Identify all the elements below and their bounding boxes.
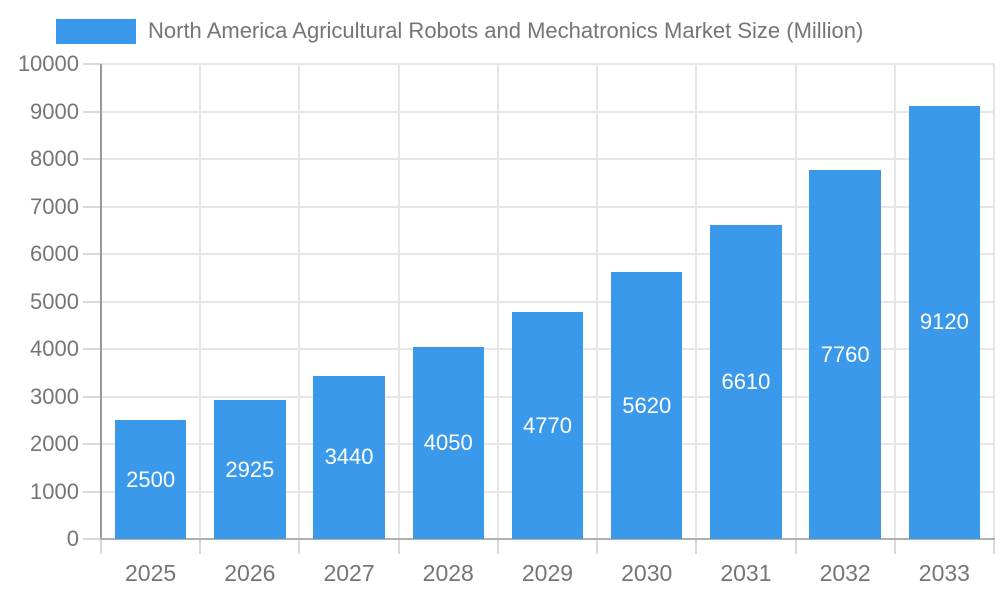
x-axis-tick-label: 2027 — [323, 560, 375, 586]
x-axis-tick-label: 2026 — [224, 560, 276, 586]
bar-2031[interactable]: 6610 — [710, 225, 782, 539]
legend-swatch[interactable] — [56, 18, 136, 44]
bar-value-label: 6610 — [721, 369, 771, 395]
bar-2028[interactable]: 4050 — [412, 346, 484, 539]
y-axis-tick-label: 0 — [66, 526, 79, 551]
x-tick — [993, 539, 995, 554]
x-axis-tick-label: 2028 — [422, 560, 474, 586]
v-gridline — [397, 64, 400, 539]
y-axis-tick-label: 9000 — [30, 98, 79, 124]
y-tick — [83, 490, 101, 493]
bar-value-label: 3440 — [324, 444, 374, 470]
v-gridline — [596, 64, 599, 539]
v-gridline — [893, 64, 896, 539]
v-gridline — [794, 64, 797, 539]
x-axis-tick-label: 2032 — [819, 560, 871, 586]
y-axis-tick-label: 6000 — [30, 241, 79, 266]
v-gridline — [298, 64, 301, 539]
bar-value-label: 4050 — [423, 429, 473, 455]
x-tick — [199, 539, 202, 554]
bar-value-label: 7760 — [820, 341, 870, 367]
bar-2027[interactable]: 3440 — [313, 375, 385, 539]
y-tick — [83, 300, 101, 303]
y-axis-tick-label: 4000 — [30, 336, 79, 361]
h-gridline — [101, 158, 994, 160]
y-tick — [83, 538, 101, 540]
y-axis-tick-label: 10000 — [17, 51, 79, 76]
y-axis-tick-label: 5000 — [30, 288, 79, 314]
x-axis-line — [100, 538, 995, 540]
bar-value-label: 2500 — [126, 466, 176, 492]
y-tick — [83, 443, 101, 445]
y-tick — [83, 110, 101, 113]
y-axis-tick-label: 8000 — [30, 146, 79, 171]
x-tick — [893, 539, 896, 554]
v-gridline — [695, 64, 698, 539]
v-gridline — [993, 64, 995, 539]
h-gridline — [101, 205, 994, 208]
bar-value-label: 9120 — [919, 309, 969, 335]
x-tick — [100, 539, 102, 554]
y-tick — [83, 253, 101, 255]
y-tick — [83, 395, 101, 398]
bar-2032[interactable]: 7760 — [809, 170, 881, 539]
x-axis-tick-label: 2025 — [125, 560, 177, 586]
legend-label[interactable]: North America Agricultural Robots and Me… — [148, 18, 864, 43]
x-axis-tick-label: 2031 — [720, 560, 772, 586]
y-axis-tick-label: 1000 — [30, 478, 79, 504]
y-axis-tick-label: 3000 — [30, 383, 79, 409]
bar-2026[interactable]: 2925 — [214, 400, 286, 539]
y-tick — [83, 158, 101, 160]
y-tick — [83, 348, 101, 350]
bar-value-label: 2925 — [225, 456, 275, 482]
h-gridline — [101, 63, 994, 65]
legend[interactable]: North America Agricultural Robots and Me… — [56, 18, 863, 44]
x-tick — [397, 539, 400, 554]
h-gridline — [101, 300, 994, 303]
x-axis-tick-label: 2029 — [521, 560, 574, 586]
x-tick — [794, 539, 797, 554]
y-tick — [83, 63, 101, 65]
x-tick — [496, 539, 499, 554]
y-axis-tick-label: 7000 — [30, 193, 79, 219]
x-tick — [298, 539, 301, 554]
bar-2029[interactable]: 4770 — [511, 312, 584, 539]
h-gridline — [101, 253, 994, 255]
x-tick — [695, 539, 698, 554]
bar-2025[interactable]: 2500 — [114, 420, 187, 539]
x-tick — [596, 539, 599, 554]
y-axis-line — [100, 64, 102, 539]
x-axis-tick-label: 2030 — [621, 560, 673, 586]
bar-2030[interactable]: 5620 — [611, 272, 683, 539]
y-axis-tick-label: 2000 — [30, 431, 79, 456]
bar-value-label: 5620 — [622, 392, 672, 418]
x-axis-tick-label: 2033 — [918, 560, 970, 586]
v-gridline — [199, 64, 202, 539]
bar-value-label: 4770 — [523, 412, 572, 438]
bar-2033[interactable]: 9120 — [908, 105, 981, 539]
y-tick — [83, 205, 101, 208]
v-gridline — [496, 64, 499, 539]
h-gridline — [101, 110, 994, 113]
plot-area: 0 1000 2000 3000 4000 5000 6000 7000 8000 9000 100… — [18, 52, 995, 586]
